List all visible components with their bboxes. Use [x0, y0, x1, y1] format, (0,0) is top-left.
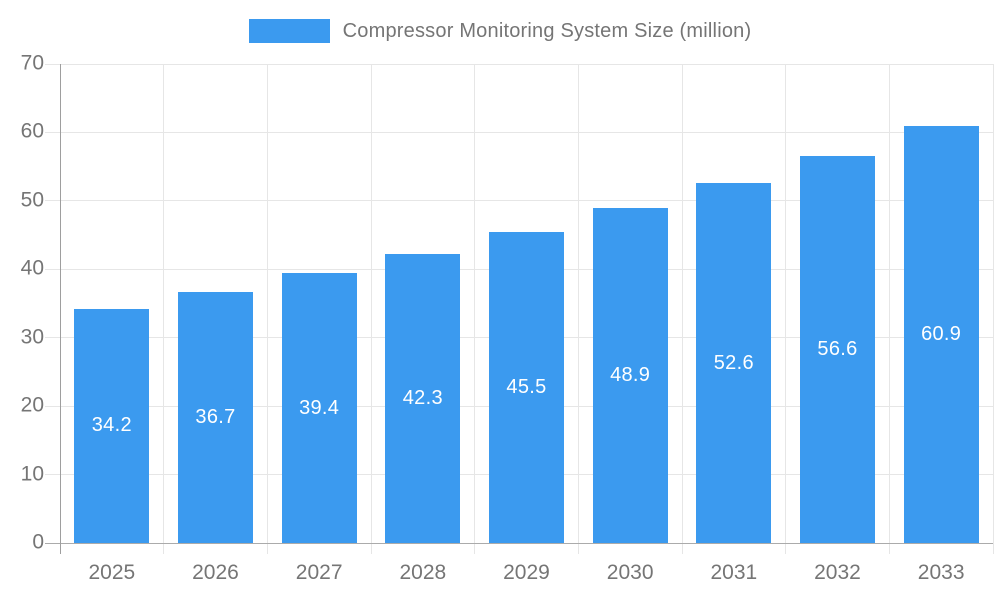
x-axis-tick-label: 2030	[606, 561, 654, 584]
x-axis-tick-label: 2027	[295, 561, 343, 584]
bar-value-label: 39.4	[299, 396, 340, 419]
x-axis-tick-label: 2032	[814, 561, 861, 584]
y-axis-line	[59, 64, 61, 554]
bar-2028[interactable]: 42.3	[385, 253, 461, 543]
y-axis-tick-label: 50	[20, 188, 44, 212]
gridline-horizontal	[45, 200, 993, 202]
gridline-vertical	[681, 64, 683, 554]
plot-area: 0 10 20 30 40 50 60 70 34.2 2025 36.7 2026 39.4 2027 4…	[21, 52, 994, 584]
legend-label: Compressor Monitoring System Size (milli…	[342, 19, 752, 42]
bar-2027[interactable]: 39.4	[281, 273, 357, 543]
gridline-vertical	[888, 64, 890, 554]
gridline-vertical	[163, 64, 165, 554]
bar-value-label: 60.9	[921, 323, 962, 346]
gridline-vertical	[577, 64, 579, 554]
x-axis-tick-label: 2026	[192, 561, 239, 584]
bar-value-label: 52.6	[713, 351, 754, 374]
bar-value-label: 34.2	[91, 414, 132, 437]
y-axis-tick-label: 30	[20, 325, 44, 349]
y-axis-tick-label: 40	[20, 256, 44, 280]
legend-swatch-icon	[248, 19, 330, 43]
y-axis-tick-label: 60	[20, 119, 44, 143]
bar-value-label: 36.7	[195, 405, 236, 428]
gridline-horizontal	[45, 131, 993, 133]
bar-2026[interactable]: 36.7	[178, 291, 253, 543]
bar-2029[interactable]: 45.5	[489, 231, 564, 543]
y-axis-tick-label: 70	[20, 51, 44, 75]
x-axis-tick-label: 2033	[917, 561, 965, 584]
gridline-vertical	[370, 64, 372, 554]
bar-2032[interactable]: 56.6	[800, 155, 875, 543]
y-axis-tick-label: 10	[20, 462, 44, 486]
bar-value-label: 48.9	[610, 364, 651, 387]
gridline-vertical	[266, 64, 268, 554]
x-axis-baseline	[45, 542, 993, 544]
bar-2033[interactable]: 60.9	[903, 126, 979, 543]
x-axis-tick-label: 2028	[399, 561, 447, 584]
x-axis-tick-label: 2025	[88, 561, 136, 584]
bar-2025[interactable]: 34.2	[74, 308, 150, 543]
gridline-vertical	[474, 64, 476, 554]
bar-2031[interactable]: 52.6	[696, 183, 772, 543]
bar-value-label: 42.3	[402, 386, 443, 409]
y-axis-tick-label: 20	[20, 393, 44, 417]
gridline-vertical	[785, 64, 787, 554]
gridline-vertical	[992, 64, 994, 554]
gridline-horizontal	[45, 63, 993, 65]
chart-legend[interactable]: Compressor Monitoring System Size (milli…	[0, 19, 1000, 43]
x-axis-tick-label: 2029	[503, 561, 550, 584]
bar-value-label: 45.5	[506, 375, 547, 398]
y-axis-tick-label: 0	[32, 530, 44, 554]
x-axis-tick-label: 2031	[710, 561, 758, 584]
bar-2030[interactable]: 48.9	[592, 208, 668, 543]
bar-value-label: 56.6	[817, 337, 858, 360]
